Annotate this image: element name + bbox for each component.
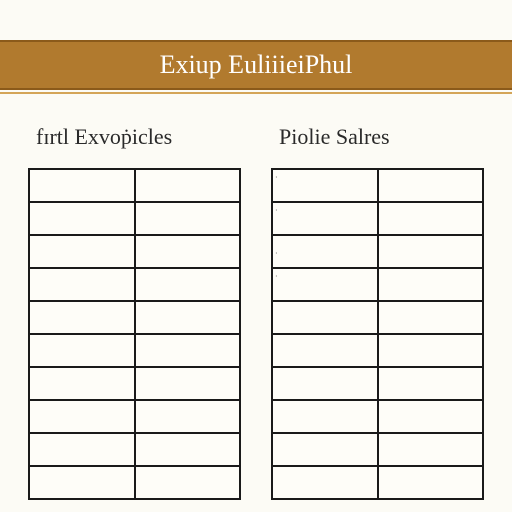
left-column: fɪrtl Exvoṗicles <box>28 124 241 500</box>
table-cell <box>379 335 483 366</box>
table-cell: · <box>273 269 379 300</box>
table-cell <box>30 269 136 300</box>
right-column: Piolie Salres · · · · <box>271 124 484 500</box>
table-cell <box>136 203 240 234</box>
table-cell <box>136 368 240 399</box>
right-column-heading: Piolie Salres <box>271 124 484 150</box>
table-cell <box>379 170 483 201</box>
table-row <box>273 302 482 335</box>
table-row <box>30 170 239 203</box>
table-cell <box>30 401 136 432</box>
table-cell <box>379 236 483 267</box>
table-cell <box>136 335 240 366</box>
table-cell <box>136 236 240 267</box>
table-cell <box>136 434 240 465</box>
table-row: · <box>273 170 482 203</box>
table-cell <box>379 203 483 234</box>
table-row <box>30 368 239 401</box>
artifact-mark: · <box>275 273 278 281</box>
table-cell <box>379 401 483 432</box>
table-cell <box>30 203 136 234</box>
table-cell <box>30 467 136 498</box>
document-container: Exiup EuliiieiPhul fɪrtl Exvoṗicles Piol… <box>0 0 512 512</box>
table-cell <box>273 302 379 333</box>
table-cell <box>379 269 483 300</box>
table-row <box>273 335 482 368</box>
table-cell <box>273 434 379 465</box>
table-cell <box>30 236 136 267</box>
table-cell <box>136 302 240 333</box>
table-row <box>30 401 239 434</box>
table-row <box>30 335 239 368</box>
table-row <box>30 467 239 500</box>
table-row <box>30 236 239 269</box>
table-cell <box>30 335 136 366</box>
table-cell <box>30 368 136 399</box>
table-cell <box>136 170 240 201</box>
table-cell <box>273 467 379 498</box>
table-row <box>30 203 239 236</box>
page-title: Exiup EuliiieiPhul <box>160 50 353 80</box>
table-cell <box>30 302 136 333</box>
table-cell <box>136 467 240 498</box>
table-cell <box>379 302 483 333</box>
table-cell <box>273 401 379 432</box>
columns-wrap: fɪrtl Exvoṗicles Piolie Salres · · · · <box>0 94 512 500</box>
artifact-mark: · <box>275 207 278 215</box>
table-cell <box>379 467 483 498</box>
artifact-mark: · <box>275 174 278 182</box>
table-row <box>273 434 482 467</box>
table-row: · <box>273 203 482 236</box>
table-row: · <box>273 269 482 302</box>
table-row <box>273 368 482 401</box>
table-cell: · <box>273 170 379 201</box>
table-cell <box>30 434 136 465</box>
table-cell: · <box>273 236 379 267</box>
artifact-mark: · <box>275 250 278 258</box>
table-row <box>30 269 239 302</box>
title-band: Exiup EuliiieiPhul <box>0 40 512 90</box>
table-cell <box>30 170 136 201</box>
table-row <box>273 401 482 434</box>
table-cell <box>273 335 379 366</box>
table-cell <box>379 368 483 399</box>
table-row <box>273 467 482 500</box>
left-table <box>28 168 241 500</box>
table-cell <box>136 401 240 432</box>
right-table: · · · · <box>271 168 484 500</box>
table-cell <box>136 269 240 300</box>
table-cell <box>273 368 379 399</box>
table-cell <box>379 434 483 465</box>
table-row <box>30 434 239 467</box>
left-column-heading: fɪrtl Exvoṗicles <box>28 124 241 150</box>
table-row <box>30 302 239 335</box>
table-cell: · <box>273 203 379 234</box>
table-row: · <box>273 236 482 269</box>
